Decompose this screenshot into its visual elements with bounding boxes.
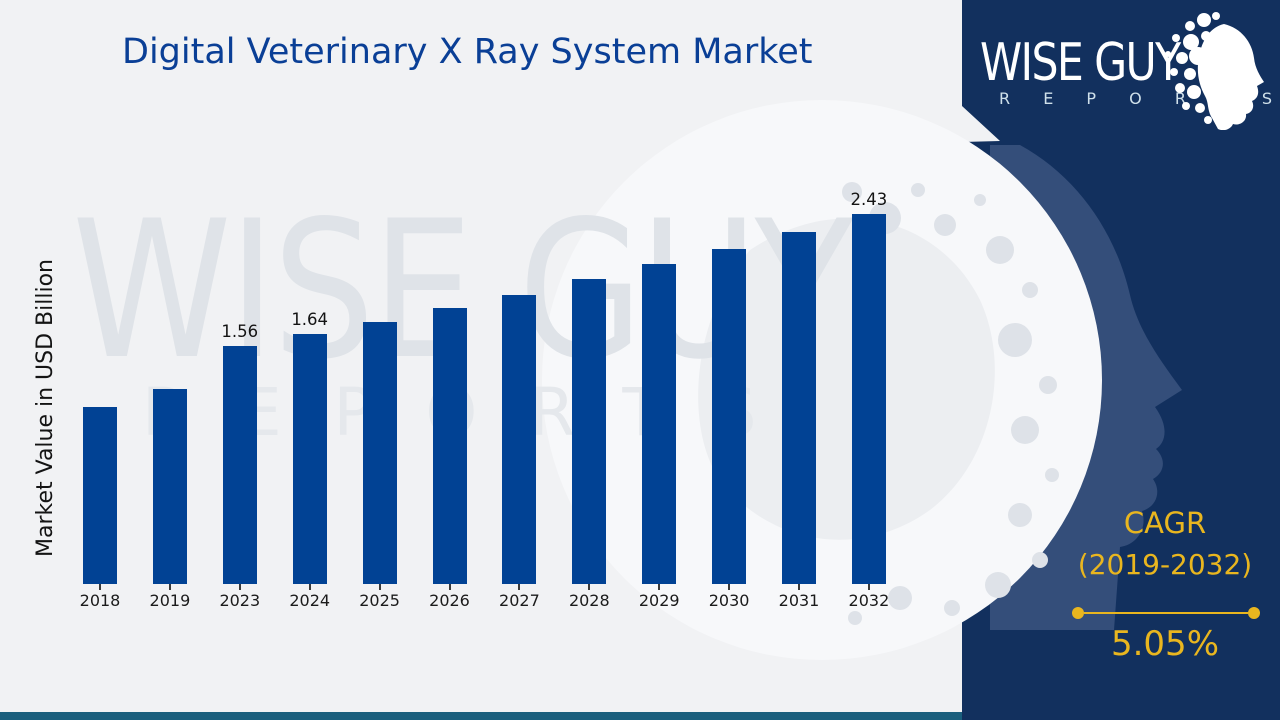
bar-2025 [362, 322, 397, 584]
x-axis-label-2028: 2028 [568, 591, 610, 610]
x-axis-label-2027: 2027 [499, 591, 540, 610]
x-axis-tick-2025 [378, 584, 381, 590]
cagr-value: 5.05% [1110, 624, 1219, 664]
x-axis-tick-2030 [728, 584, 731, 590]
x-axis-tick-2023 [238, 584, 241, 590]
x-axis-label-2032: 2032 [848, 591, 890, 610]
x-axis-label-2031: 2031 [778, 591, 820, 610]
cagr-title: CAGR [1123, 506, 1207, 540]
cagr-underline [1072, 606, 1260, 620]
bar-value-label-2024: 1.64 [291, 310, 329, 330]
bar-2032 [851, 214, 886, 584]
bar-2023 [222, 346, 257, 584]
bar-2031 [782, 232, 816, 584]
x-axis-tick-2024 [308, 584, 311, 590]
x-axis-label-2030: 2030 [708, 591, 750, 610]
x-axis-label-2024: 2024 [289, 591, 331, 610]
bar-value-label-2032: 2.43 [850, 190, 888, 209]
x-axis-tick-2029 [658, 584, 661, 590]
bar-2019 [152, 389, 187, 584]
x-axis-label-2025: 2025 [359, 591, 400, 610]
cagr-endpoint-dot-right [1248, 607, 1260, 619]
bar-2027 [502, 294, 537, 584]
cagr-range: (2019-2032) [1077, 548, 1253, 581]
bar-2026 [432, 308, 467, 584]
x-axis-tick-2018 [99, 584, 101, 590]
x-axis-label-2019: 2019 [149, 591, 191, 610]
logo-subtitle-text: R E P O R T S [999, 89, 1280, 108]
bottom-accent-bar [0, 712, 962, 720]
bar-2030 [712, 249, 747, 584]
x-axis-tick-2019 [168, 584, 171, 590]
watermark-face-dots [698, 182, 1059, 625]
chart-plot-area: 2018 2019 2023 1.56 2024 1.64 2025 2026 2027 2028… [79, 190, 890, 610]
cagr-endpoint-dot-left [1072, 607, 1084, 619]
x-axis-tick-2032 [867, 584, 870, 590]
logo-face-icon [1165, 12, 1264, 130]
x-axis-tick-2026 [448, 584, 451, 590]
bar-value-label-2023: 1.56 [221, 322, 259, 342]
x-axis-label-2026: 2026 [429, 591, 470, 610]
bar-2024 [292, 334, 327, 584]
bar-2028 [572, 279, 607, 584]
cagr-rule [1084, 611, 1248, 615]
x-axis-tick-2031 [798, 584, 800, 590]
x-axis-label-2023: 2023 [219, 591, 261, 610]
x-axis-label-2018: 2018 [79, 591, 121, 610]
bar-2018 [83, 407, 117, 584]
logo-brand-text: WISE GUY [980, 33, 1181, 93]
x-axis-label-2029: 2029 [638, 591, 680, 610]
x-axis-tick-2027 [518, 584, 521, 590]
bar-2029 [642, 264, 677, 584]
x-axis-tick-2028 [588, 584, 591, 590]
page-title: Digital Veterinary X Ray System Market [122, 32, 813, 72]
